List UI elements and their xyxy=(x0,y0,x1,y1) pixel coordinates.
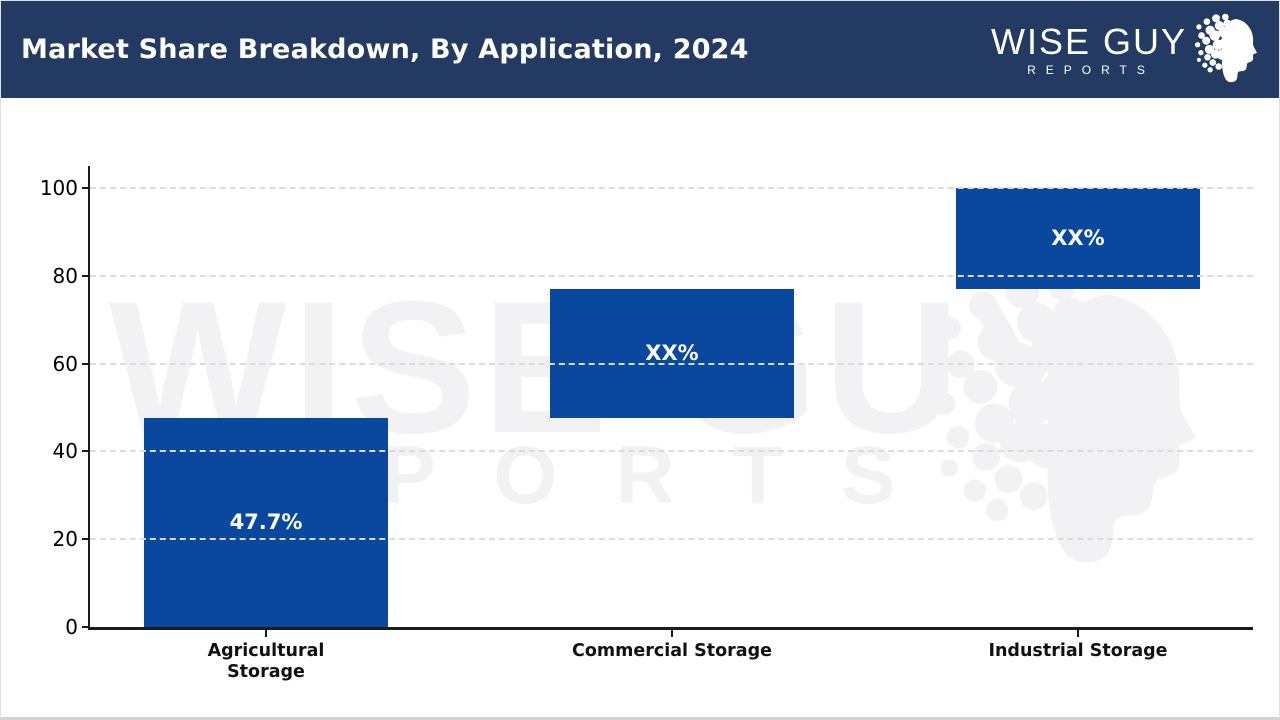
bar-value-label: 47.7% xyxy=(229,510,303,535)
y-tick-mark xyxy=(82,450,90,453)
category-label-line: Industrial Storage xyxy=(988,641,1168,661)
category-label: Agricultural Storage xyxy=(106,641,426,683)
brand-name: WISE GUY xyxy=(990,20,1187,62)
y-tick-label: 20 xyxy=(52,527,78,552)
x-tick-mark xyxy=(671,630,673,637)
y-tick-label: 100 xyxy=(39,176,78,200)
y-tick-mark xyxy=(82,274,90,277)
bar-2: XX% xyxy=(956,188,1200,289)
y-tick-label: 80 xyxy=(52,263,78,288)
category-label-line: Commercial Storage xyxy=(572,641,772,661)
category-label-line: Agricultural xyxy=(207,641,325,661)
gridline-80 xyxy=(90,274,1253,277)
brand-text: WISE GUY REPORTS xyxy=(990,20,1187,77)
y-tick-mark xyxy=(82,538,90,541)
gridline-20 xyxy=(90,538,1253,541)
brand-logo: WISE GUY REPORTS xyxy=(991,11,1257,89)
category-label-line: Storage xyxy=(227,662,305,682)
y-tick-mark xyxy=(82,362,90,365)
category-label: Industrial Storage xyxy=(918,641,1238,662)
wiseguy-face-icon xyxy=(1194,13,1257,82)
y-tick-mark xyxy=(82,187,90,189)
gridline-60 xyxy=(90,362,1253,365)
y-tick-label: 60 xyxy=(52,351,78,376)
gridline-40 xyxy=(90,450,1253,453)
y-tick-mark xyxy=(82,626,90,628)
category-label: Commercial Storage xyxy=(512,641,832,662)
y-axis xyxy=(88,166,90,630)
bar-value-label: XX% xyxy=(645,341,699,366)
brand-sub: REPORTS xyxy=(1027,62,1155,77)
header: Market Share Breakdown, By Application, … xyxy=(1,1,1279,98)
bar-value-label: XX% xyxy=(1051,226,1105,251)
page-title: Market Share Breakdown, By Application, … xyxy=(21,34,749,65)
x-tick-mark xyxy=(1077,630,1079,637)
bar-0: 47.7% xyxy=(144,417,388,627)
bar-1: XX% xyxy=(550,288,794,418)
x-tick-mark xyxy=(265,630,267,637)
y-tick-label: 40 xyxy=(52,439,78,464)
gridline-100 xyxy=(90,187,1253,189)
x-axis xyxy=(88,627,1253,630)
y-tick-label: 0 xyxy=(65,615,78,639)
